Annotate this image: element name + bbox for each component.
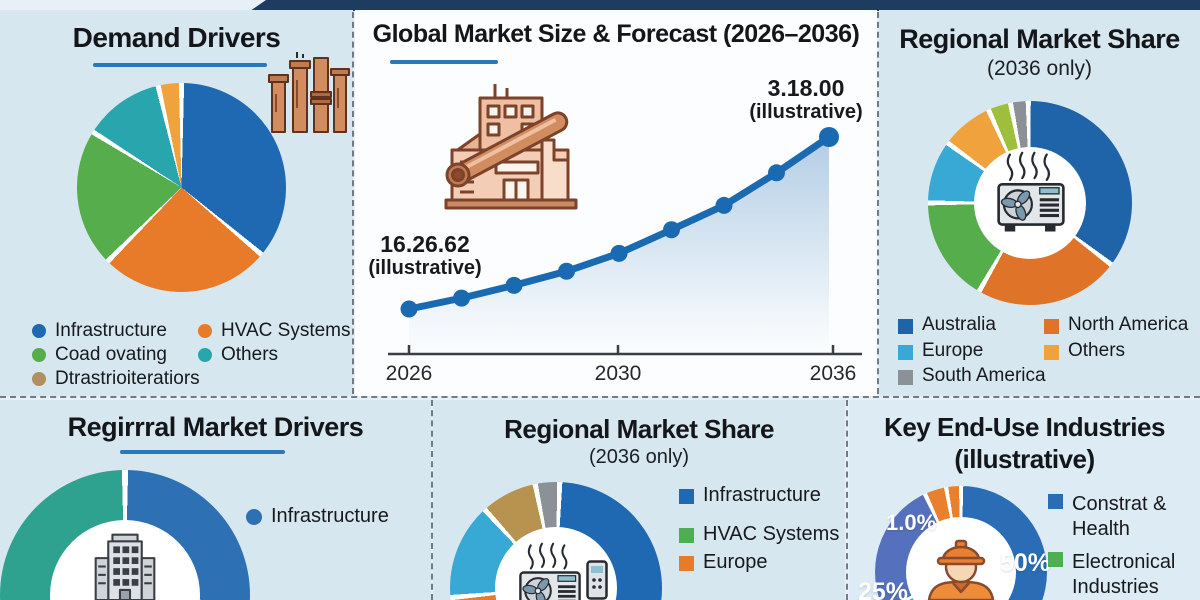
legend-item: Europe <box>679 551 768 574</box>
legend-label: Infrastructure <box>271 505 389 527</box>
donut-hole <box>974 147 1086 259</box>
legend-item: HVAC Systems <box>198 320 351 342</box>
regional-drivers-title: Regirrral Market Drivers <box>67 412 364 442</box>
legend-swatch <box>679 556 694 571</box>
legend-item: Others <box>1044 340 1125 362</box>
donut-hole <box>50 520 200 600</box>
legend-label: Others <box>221 344 279 365</box>
key-industries-subtitle: (illustrative) <box>954 444 1095 474</box>
legend-item: Others <box>198 344 278 366</box>
legend-swatch <box>1044 344 1059 360</box>
legend-label: Europe <box>922 340 984 361</box>
legend-swatch <box>1048 494 1063 509</box>
regional-share-top-donut <box>928 101 1132 305</box>
forecast-title: Global Market Size & Forecast (2026–2036… <box>372 20 860 48</box>
legend-item: North America <box>1044 314 1188 336</box>
legend-item: Infrastructure <box>246 505 389 528</box>
legend-label: South America <box>922 365 1046 386</box>
demand-drivers-title: Demand Drivers <box>72 22 281 53</box>
donut-hole <box>495 527 617 600</box>
divider <box>877 12 879 394</box>
legend-item: Constrat & Health <box>1048 492 1194 542</box>
legend-label: Infrastructure <box>703 484 821 506</box>
legend-dot <box>198 324 212 338</box>
legend-dot <box>32 348 46 362</box>
regional-share-bottom-title: Regional Market Share <box>504 414 774 444</box>
legend-dot <box>246 508 262 525</box>
legend-label: HVAC Systems <box>221 320 351 341</box>
legend-label: Europe <box>703 551 768 573</box>
x-tick-2026: 2026 <box>385 362 433 385</box>
legend-item: Dtrastrioiteratiors <box>32 368 200 390</box>
end-note: (illustrative) <box>749 101 863 123</box>
legend-label: Electronical Industries <box>1072 551 1176 598</box>
legend-dot <box>198 348 212 362</box>
forecast-end-annotation: 3.18.00 (illustrative) <box>742 76 870 124</box>
regional-share-top-title: Regional Market Share <box>899 24 1180 54</box>
donut-label-1: 1.0% <box>886 510 937 535</box>
legend-item: Coad ovating <box>32 344 167 366</box>
demand-drivers-pie <box>77 83 286 292</box>
legend-label: Dtrastrioiteratiors <box>55 368 200 389</box>
legend-label: HVAC Systems <box>703 523 840 545</box>
legend-swatch <box>898 318 913 334</box>
divider <box>352 12 354 394</box>
legend-label: Constrat & Health <box>1072 493 1167 540</box>
regional-share-bottom-subtitle: (2036 only) <box>588 446 690 468</box>
legend-swatch <box>1044 318 1059 334</box>
divider <box>0 396 1200 398</box>
legend-item: HVAC Systems <box>679 523 839 546</box>
end-value: 3.18.00 <box>767 75 845 101</box>
divider <box>431 400 433 600</box>
regional-drivers-underline <box>120 450 285 454</box>
divider <box>846 400 848 600</box>
legend-dot <box>32 324 46 338</box>
key-industries-title: Key End-Use Industries <box>884 412 1165 442</box>
legend-item: Australia <box>898 314 996 336</box>
legend-label: Infrastructure <box>55 320 167 341</box>
legend-swatch <box>679 528 694 543</box>
legend-swatch <box>679 489 694 504</box>
legend-item: Electronical Industries <box>1048 550 1194 600</box>
regional-share-top-subtitle: (2036 only) <box>986 57 1093 80</box>
legend-item: Europe <box>898 340 983 362</box>
demand-drivers-underline <box>93 63 267 67</box>
legend-swatch <box>898 369 913 385</box>
legend-item: Infrastructure <box>32 320 167 342</box>
start-note: (illustrative) <box>368 257 482 279</box>
legend-label: Coad ovating <box>55 344 167 365</box>
legend-label: North America <box>1068 314 1189 335</box>
start-value: 16.26.62 <box>380 231 470 257</box>
forecast-start-annotation: 16.26.62 (illustrative) <box>360 232 490 280</box>
top-ribbon <box>250 0 1200 11</box>
legend-item: South America <box>898 365 1046 387</box>
x-tick-2036: 2036 <box>809 362 857 385</box>
legend-item: Infrastructure <box>679 484 821 507</box>
legend-swatch <box>898 344 913 360</box>
legend-dot <box>32 372 46 386</box>
x-tick-2030: 2030 <box>594 362 642 385</box>
legend-label: Australia <box>922 314 996 335</box>
legend-label: Others <box>1068 340 1126 361</box>
donut-label-25: 25% <box>858 578 909 600</box>
legend-swatch <box>1048 552 1063 567</box>
donut-label-50: 50% <box>1000 549 1051 577</box>
panel-global-forecast <box>355 10 877 396</box>
forecast-underline <box>390 60 498 64</box>
